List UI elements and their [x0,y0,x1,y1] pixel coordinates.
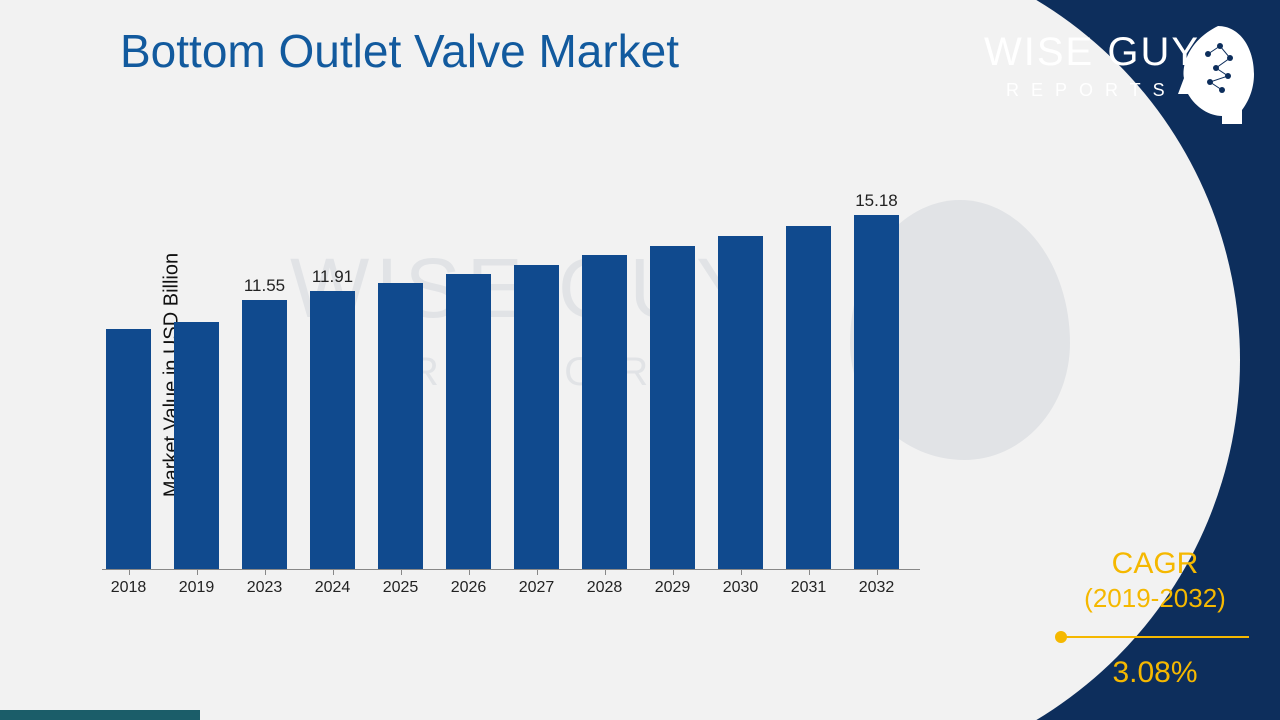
bar [718,236,763,569]
x-tick-mark [537,569,538,575]
bar: 15.18 [854,215,899,569]
x-tick-label: 2019 [179,579,215,597]
report-graphic: WISE GUY REPORTS Bottom Outlet Valve Mar… [0,0,1280,720]
x-tick-label: 2026 [451,579,487,597]
x-tick-label: 2024 [315,579,351,597]
cagr-label: CAGR [1030,547,1280,581]
bar-value-label: 15.18 [854,191,899,211]
x-tick-mark [265,569,266,575]
bar [378,283,423,569]
bar [650,246,695,569]
bar-value-label: 11.55 [242,276,287,296]
x-tick-label: 2023 [247,579,283,597]
brand-head-icon [1170,24,1256,128]
bar: 11.91 [310,291,355,569]
bar [446,274,491,569]
x-tick-label: 2027 [519,579,555,597]
cagr-divider [1061,636,1249,638]
bar [174,322,219,569]
x-tick-label: 2032 [859,579,895,597]
bar-value-label: 11.91 [310,267,355,287]
bar [106,329,151,569]
x-tick-mark [809,569,810,575]
bar [514,265,559,569]
x-tick-mark [673,569,674,575]
chart-title: Bottom Outlet Valve Market [120,24,679,78]
x-tick-mark [401,569,402,575]
x-tick-mark [129,569,130,575]
x-tick-mark [469,569,470,575]
x-tick-mark [605,569,606,575]
x-tick-mark [197,569,198,575]
bar-chart: Market Value in USD Billion 2018201911.5… [60,150,920,600]
x-tick-label: 2030 [723,579,759,597]
x-tick-label: 2029 [655,579,691,597]
x-tick-label: 2028 [587,579,623,597]
bar: 11.55 [242,300,287,570]
x-tick-label: 2018 [111,579,147,597]
x-tick-mark [333,569,334,575]
brand-logo-sub: REPORTS [1006,80,1177,101]
bar [786,226,831,569]
accent-bar [0,710,200,720]
brand-logo: WISE GUY REPORTS [984,24,1256,134]
cagr-block: CAGR (2019-2032) 3.08% [1030,547,1280,690]
x-tick-mark [741,569,742,575]
bar [582,255,627,569]
x-tick-mark [877,569,878,575]
x-tick-label: 2025 [383,579,419,597]
cagr-value: 3.08% [1030,656,1280,690]
x-tick-label: 2031 [791,579,827,597]
chart-plot-area: 2018201911.55202311.91202420252026202720… [102,150,920,570]
cagr-period: (2019-2032) [1030,583,1280,614]
brand-logo-main: WISE GUY [984,30,1200,75]
